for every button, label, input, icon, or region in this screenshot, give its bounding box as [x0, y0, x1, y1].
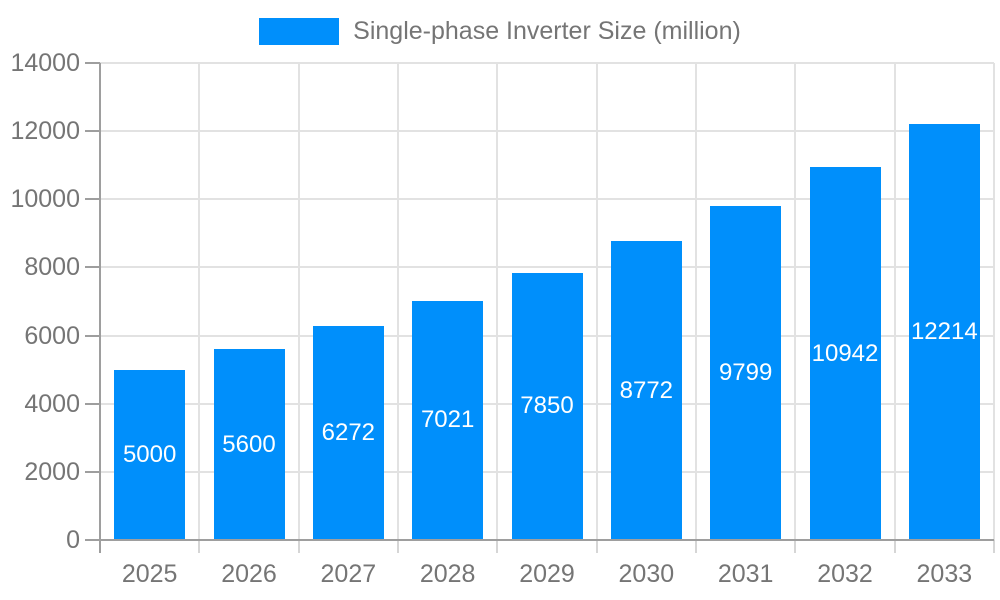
bar-value-label: 9799: [718, 359, 773, 387]
bar[interactable]: [511, 272, 583, 540]
y-tick-label: 6000: [24, 321, 80, 350]
y-tick: [85, 334, 100, 337]
bar-value-label: 12214: [910, 317, 978, 345]
bar-value-label: 8772: [619, 376, 674, 404]
bar[interactable]: [710, 206, 782, 540]
v-gridline: [297, 63, 300, 540]
y-axis-line: [99, 63, 101, 553]
v-gridline: [794, 63, 797, 540]
x-tick: [893, 540, 896, 553]
bar[interactable]: [412, 300, 484, 540]
x-tick-label: 2033: [916, 560, 973, 588]
y-tick-label: 12000: [10, 117, 80, 146]
x-tick: [794, 540, 797, 553]
v-gridline: [695, 63, 697, 540]
bar[interactable]: [610, 241, 682, 540]
x-tick: [297, 540, 300, 553]
bar-value-label: 6272: [321, 419, 376, 447]
bar-value-label: 5600: [222, 430, 276, 458]
y-tick-label: 4000: [24, 389, 80, 418]
v-gridline: [198, 63, 201, 540]
v-gridline: [993, 63, 995, 540]
y-tick-label: 10000: [10, 185, 80, 214]
x-tick-label: 2030: [618, 560, 675, 588]
x-tick-label: 2025: [121, 560, 178, 588]
x-tick: [695, 540, 697, 553]
bar[interactable]: [908, 123, 980, 540]
x-tick-label: 2027: [320, 560, 377, 588]
v-gridline: [893, 63, 896, 540]
x-tick: [993, 540, 995, 553]
v-gridline: [595, 63, 598, 540]
legend-label[interactable]: Single-phase Inverter Size (million): [353, 16, 741, 45]
y-tick: [85, 198, 100, 201]
bar[interactable]: [312, 326, 384, 540]
bar-value-label: 5000: [122, 440, 177, 468]
y-tick: [85, 402, 100, 405]
y-tick: [85, 62, 100, 64]
x-tick: [397, 540, 399, 553]
y-tick-label: 2000: [24, 457, 80, 486]
x-axis-line: [100, 539, 994, 541]
h-gridline: [100, 198, 994, 201]
x-tick-label: 2029: [519, 560, 575, 588]
bar[interactable]: [213, 349, 285, 540]
y-tick-label: 0: [66, 526, 80, 554]
x-tick: [198, 540, 201, 553]
legend-swatch[interactable]: [259, 17, 340, 45]
v-gridline: [496, 63, 499, 540]
x-tick-label: 2031: [717, 560, 774, 588]
h-gridline: [100, 62, 994, 64]
h-gridline: [100, 266, 994, 269]
y-tick: [85, 539, 100, 541]
x-tick-label: 2032: [817, 560, 873, 588]
bar-value-label: 10942: [811, 339, 879, 367]
legend: Single-phase Inverter Size (million): [0, 17, 1000, 45]
bar-value-label: 7850: [520, 392, 574, 420]
y-tick-label: 8000: [24, 253, 80, 282]
x-tick-label: 2028: [419, 560, 476, 588]
bar-value-label: 7021: [420, 406, 475, 434]
x-tick: [496, 540, 499, 553]
y-tick: [85, 130, 100, 133]
bar[interactable]: [809, 167, 881, 540]
x-tick-label: 2026: [221, 560, 277, 588]
h-gridline: [100, 130, 994, 133]
v-gridline: [397, 63, 399, 540]
bar[interactable]: [114, 369, 186, 540]
y-tick-label: 14000: [10, 49, 80, 77]
y-tick: [85, 470, 100, 473]
x-tick: [595, 540, 598, 553]
y-tick: [85, 266, 100, 269]
